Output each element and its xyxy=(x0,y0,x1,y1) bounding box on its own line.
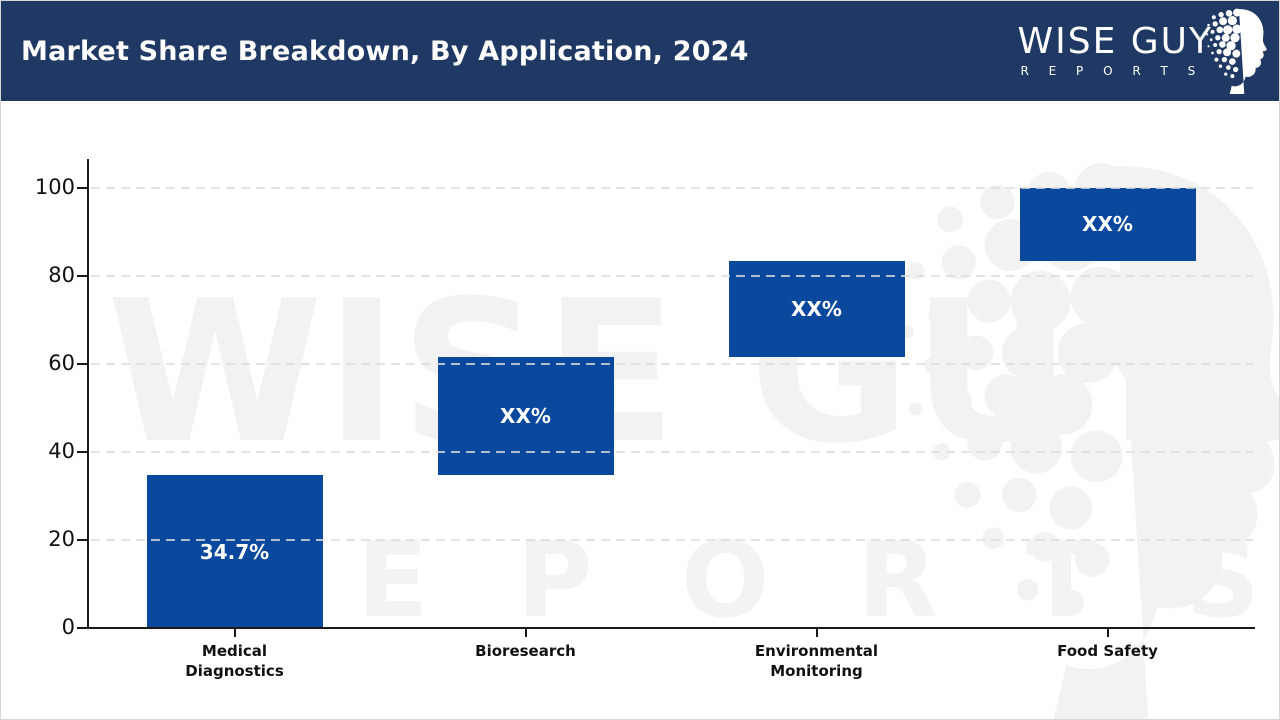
gridline-20 xyxy=(91,539,1253,541)
y-tick-mark xyxy=(77,627,87,629)
y-tick-label: 0 xyxy=(61,615,75,639)
y-tick-label: 20 xyxy=(48,527,75,551)
gridline-80 xyxy=(91,275,1253,277)
x-tick-mark xyxy=(1106,629,1109,637)
wise-guy-logo: WISE GUY R E P O R T S xyxy=(1018,8,1280,94)
x-category-label: Food Safety xyxy=(1057,642,1158,660)
y-tick-mark xyxy=(77,187,87,189)
bar-value-label: XX% xyxy=(1082,212,1133,237)
logo-text: WISE GUY R E P O R T S xyxy=(1017,21,1214,79)
x-category-label: Bioresearch xyxy=(475,642,576,660)
x-category-label: Environmental Monitoring xyxy=(754,642,879,681)
gridline-100 xyxy=(91,187,1253,189)
bar-value-label: XX% xyxy=(791,296,842,321)
x-tick-mark xyxy=(233,629,236,637)
x-axis-line xyxy=(87,627,1255,629)
y-tick-mark xyxy=(77,539,87,541)
bar-value-label: XX% xyxy=(500,404,551,429)
bar-value-label: 34.7% xyxy=(199,539,270,564)
plot-area: 0 20 40 60 80 100 34.7% Medical Diagnostics XX% B… xyxy=(1,101,1279,719)
x-category-label: Medical Diagnostics xyxy=(185,642,284,681)
gridline-60 xyxy=(91,363,1253,365)
x-tick-mark xyxy=(815,629,818,637)
bar-1: 34.7% xyxy=(146,475,323,628)
y-tick-label: 60 xyxy=(48,351,75,375)
y-tick-label: 100 xyxy=(34,175,75,199)
y-axis-line xyxy=(87,159,89,629)
chart-title: Market Share Breakdown, By Application, … xyxy=(21,35,749,67)
bar-2: XX% xyxy=(437,357,614,476)
y-tick-mark xyxy=(77,451,87,453)
y-tick-mark xyxy=(77,275,87,277)
x-tick-mark xyxy=(524,629,527,637)
header-band: Market Share Breakdown, By Application, … xyxy=(1,1,1280,101)
logo-wordmark: WISE GUY xyxy=(1017,21,1213,62)
logo-subtitle: R E P O R T S xyxy=(1020,64,1204,78)
y-tick-label: 80 xyxy=(48,263,75,287)
bar-4: XX% xyxy=(1019,188,1196,261)
gridline-40 xyxy=(91,451,1253,453)
y-tick-label: 40 xyxy=(48,439,75,463)
y-tick-mark xyxy=(77,363,87,365)
